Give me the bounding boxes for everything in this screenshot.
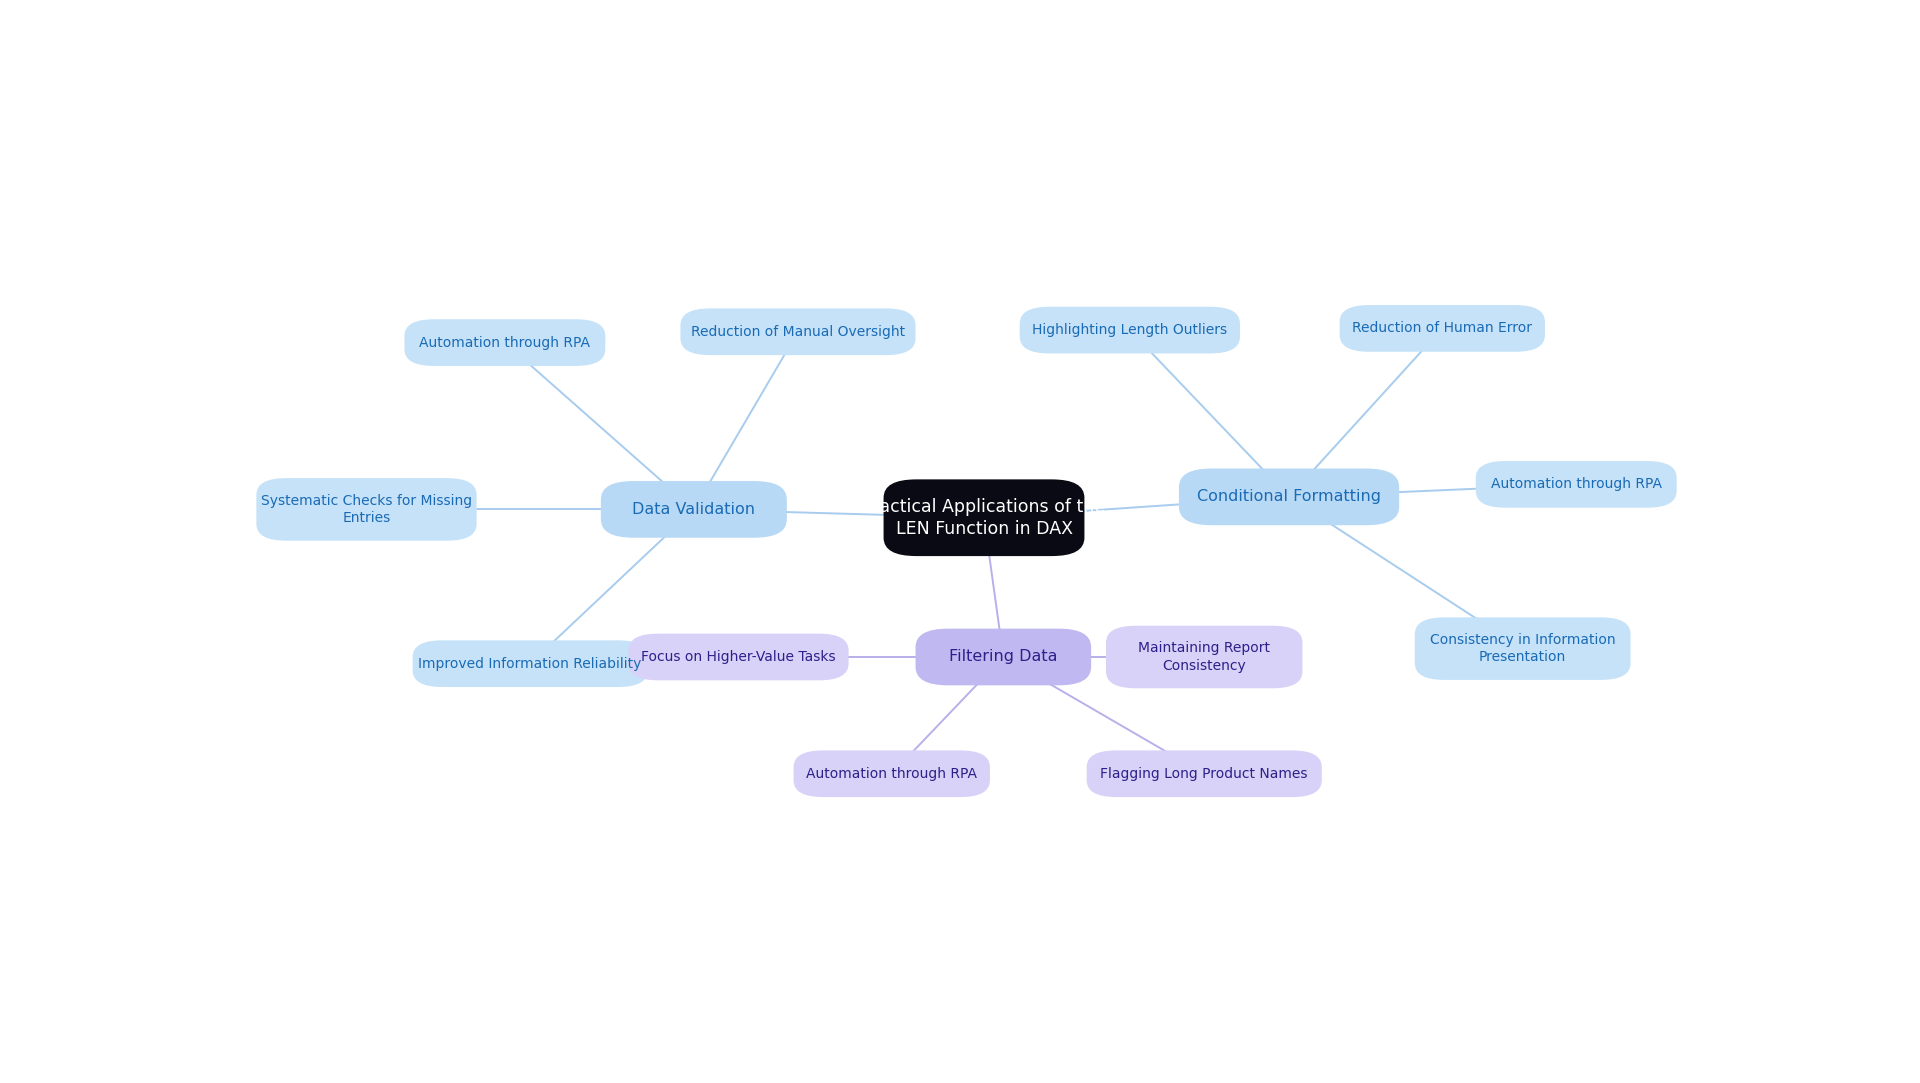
FancyBboxPatch shape (883, 480, 1085, 556)
FancyBboxPatch shape (413, 640, 647, 687)
Text: Practical Applications of the
LEN Function in DAX: Practical Applications of the LEN Functi… (862, 497, 1106, 538)
FancyBboxPatch shape (1476, 461, 1676, 508)
Text: Maintaining Report
Consistency: Maintaining Report Consistency (1139, 641, 1271, 673)
Text: Automation through RPA: Automation through RPA (419, 336, 589, 350)
FancyBboxPatch shape (680, 309, 916, 355)
FancyBboxPatch shape (628, 634, 849, 680)
Text: Flagging Long Product Names: Flagging Long Product Names (1100, 767, 1308, 781)
FancyBboxPatch shape (1020, 306, 1240, 353)
FancyBboxPatch shape (257, 478, 476, 540)
FancyBboxPatch shape (1415, 617, 1630, 680)
FancyBboxPatch shape (916, 628, 1091, 686)
Text: Highlighting Length Outliers: Highlighting Length Outliers (1033, 323, 1227, 337)
FancyBboxPatch shape (601, 481, 787, 538)
Text: Automation through RPA: Automation through RPA (806, 767, 977, 781)
Text: Automation through RPA: Automation through RPA (1490, 478, 1661, 492)
Text: Conditional Formatting: Conditional Formatting (1196, 490, 1380, 505)
Text: Consistency in Information
Presentation: Consistency in Information Presentation (1430, 632, 1615, 664)
FancyBboxPatch shape (1179, 469, 1400, 525)
Text: Focus on Higher-Value Tasks: Focus on Higher-Value Tasks (641, 650, 835, 664)
Text: Improved Information Reliability: Improved Information Reliability (419, 656, 641, 670)
FancyBboxPatch shape (793, 751, 991, 797)
FancyBboxPatch shape (405, 319, 605, 366)
Text: Data Validation: Data Validation (632, 501, 755, 517)
FancyBboxPatch shape (1106, 626, 1302, 689)
Text: Reduction of Human Error: Reduction of Human Error (1352, 322, 1532, 336)
Text: Reduction of Manual Oversight: Reduction of Manual Oversight (691, 325, 904, 339)
FancyBboxPatch shape (1087, 751, 1321, 797)
Text: Filtering Data: Filtering Data (948, 650, 1058, 665)
Text: Systematic Checks for Missing
Entries: Systematic Checks for Missing Entries (261, 494, 472, 525)
FancyBboxPatch shape (1340, 305, 1546, 352)
